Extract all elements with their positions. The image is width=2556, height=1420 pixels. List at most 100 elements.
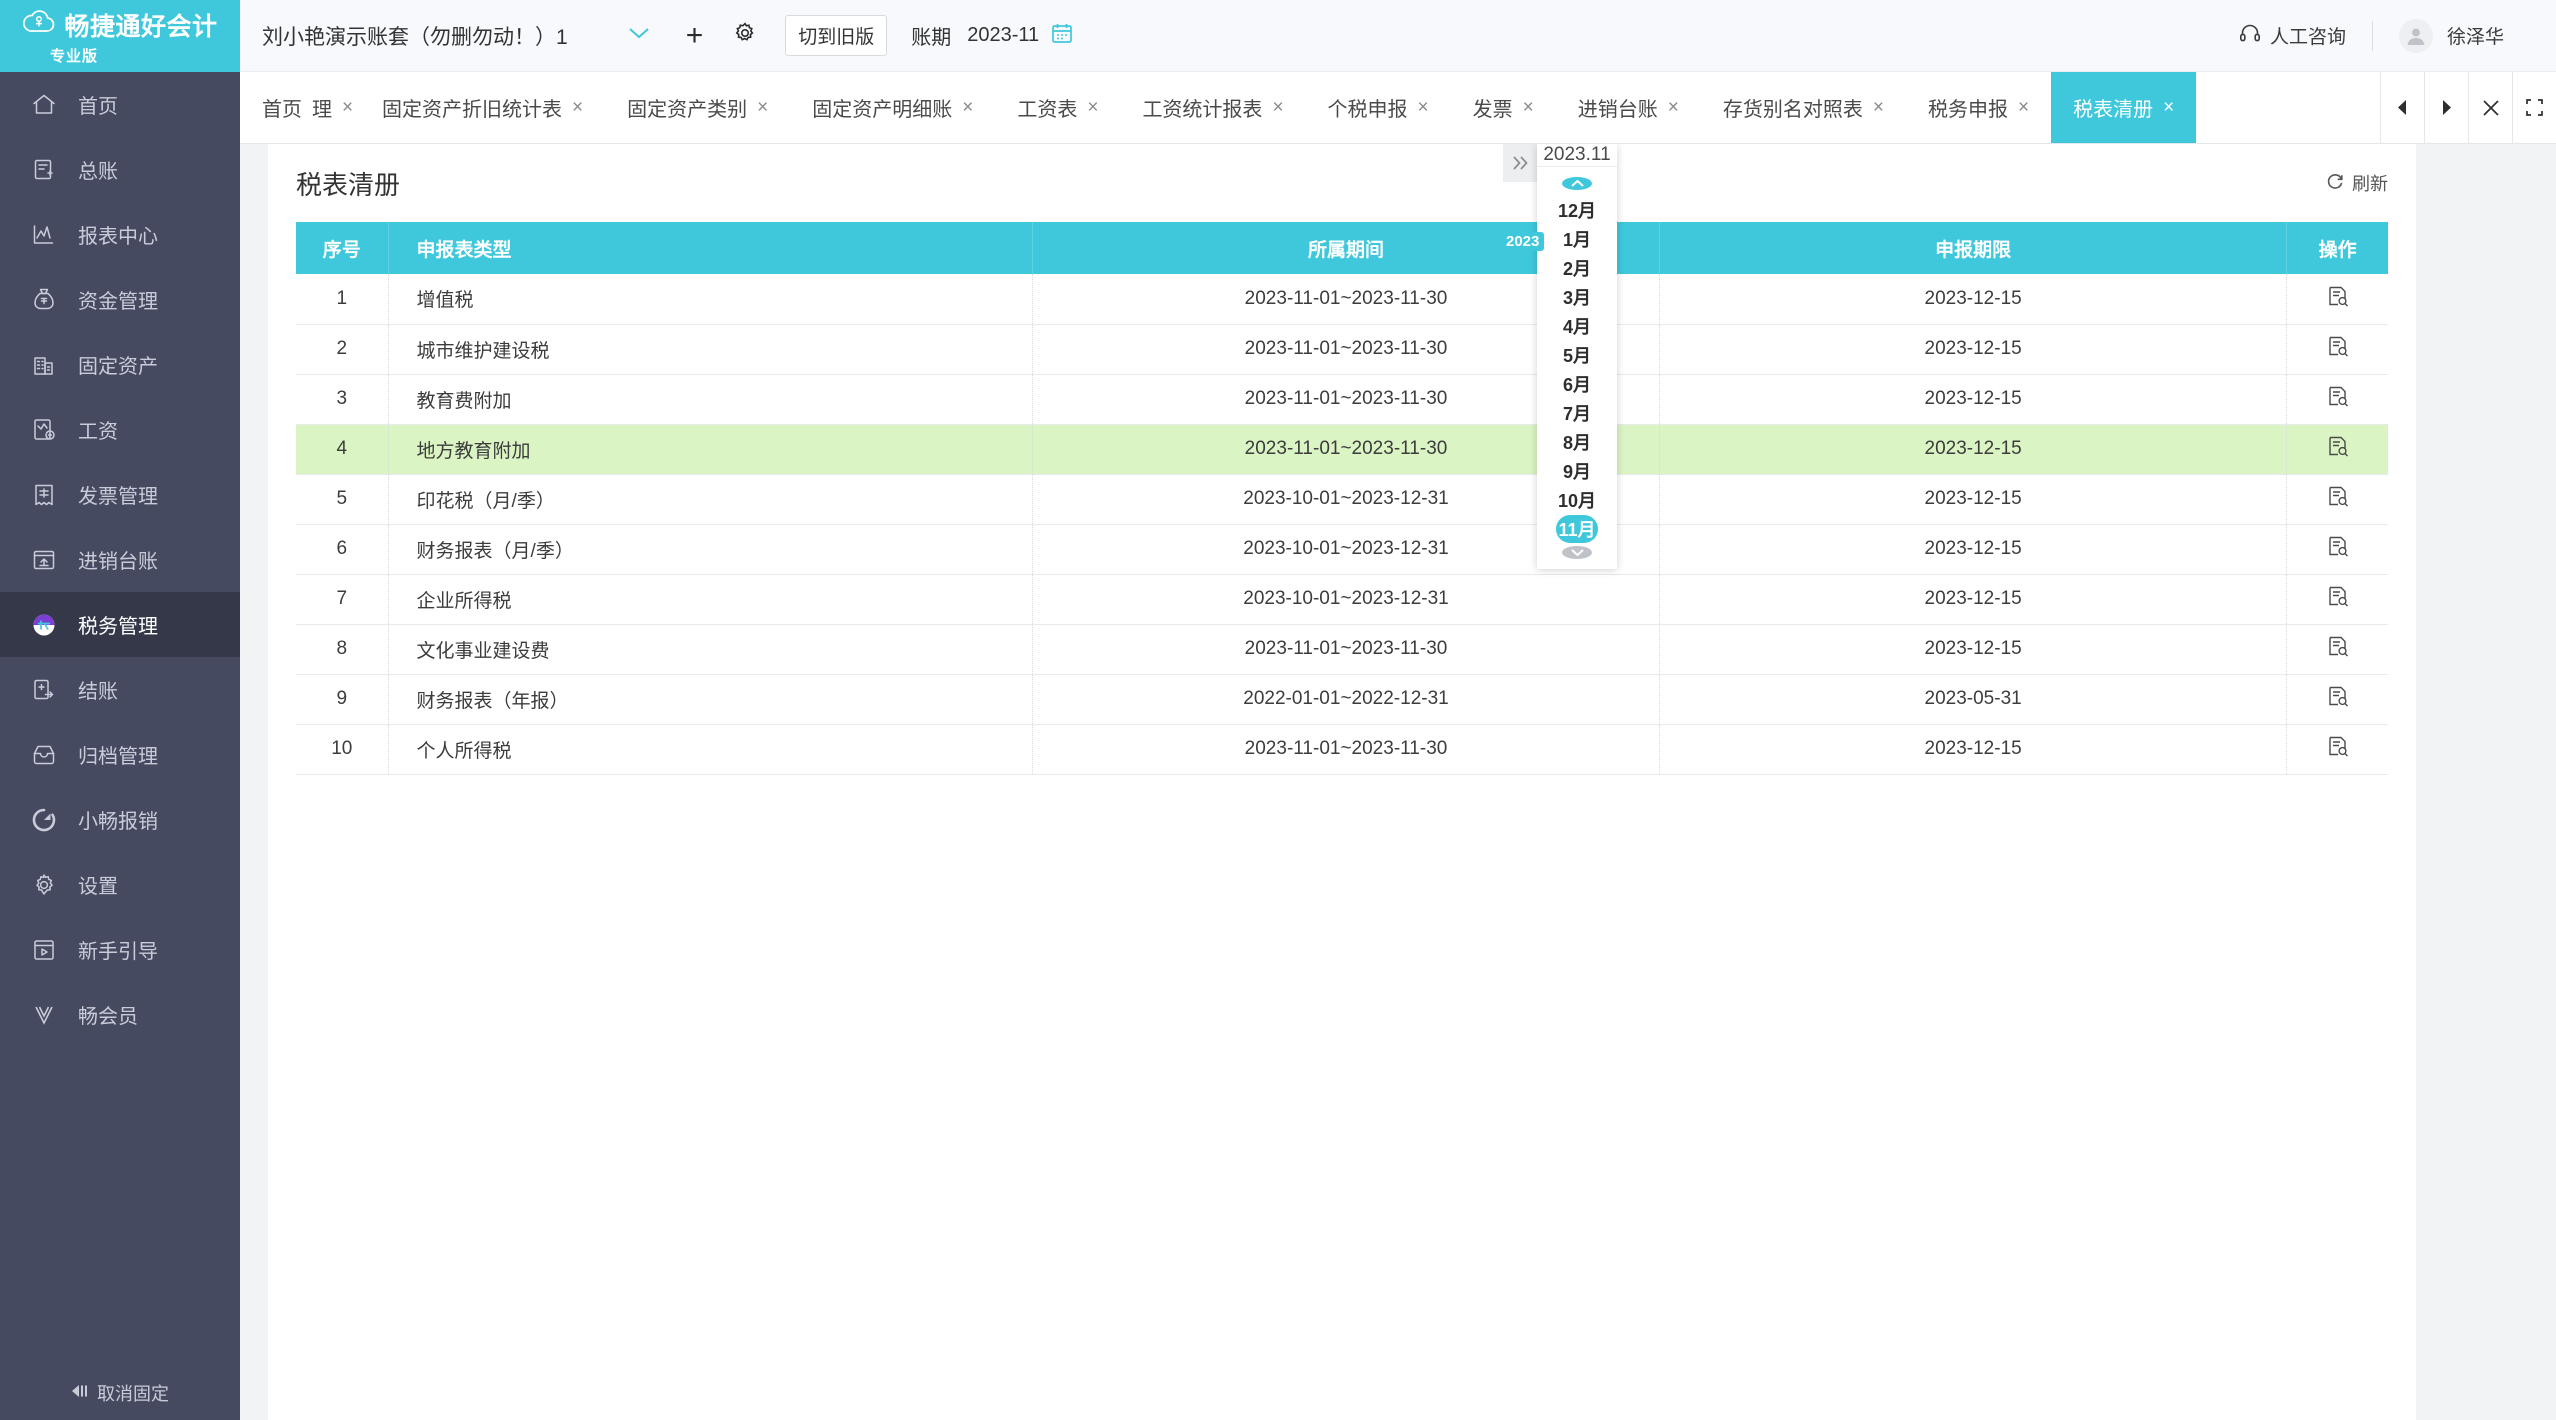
sidebar-item-7[interactable]: 进销台账 bbox=[0, 527, 240, 592]
chevron-down-icon[interactable] bbox=[628, 26, 650, 45]
sidebar-item-12[interactable]: 设置 bbox=[0, 852, 240, 917]
datepicker-current-value[interactable]: 2023.11 bbox=[1537, 144, 1617, 167]
sidebar-item-label: 小畅报销 bbox=[78, 811, 158, 833]
sidebar-item-6[interactable]: 发票管理 bbox=[0, 462, 240, 527]
view-detail-icon[interactable] bbox=[2327, 285, 2349, 307]
sidebar-item-10[interactable]: 归档管理 bbox=[0, 722, 240, 787]
table-row[interactable]: 10 个人所得税 2023-11-01~2023-11-30 2023-12-15 bbox=[296, 724, 2388, 775]
close-all-tabs-button[interactable] bbox=[2468, 72, 2512, 143]
close-icon[interactable]: × bbox=[757, 96, 769, 118]
month-option-9[interactable]: 9月 bbox=[1562, 462, 1591, 482]
tab-2[interactable]: 固定资产折旧统计表 × bbox=[360, 72, 605, 143]
datepicker-collapse-handle[interactable] bbox=[1503, 144, 1537, 182]
view-detail-icon[interactable] bbox=[2327, 485, 2349, 507]
period-value[interactable]: 2023-11 bbox=[967, 24, 1040, 46]
month-option-7[interactable]: 7月 bbox=[1562, 404, 1591, 424]
close-icon[interactable]: × bbox=[962, 96, 974, 118]
refresh-button[interactable]: 刷新 bbox=[2326, 170, 2388, 196]
view-detail-icon[interactable] bbox=[2327, 435, 2349, 457]
tab-11[interactable]: 税务申报 × bbox=[1906, 72, 2051, 143]
month-option-6[interactable]: 6月 bbox=[1562, 375, 1591, 395]
sidebar-item-5[interactable]: 工资 bbox=[0, 397, 240, 462]
close-icon[interactable]: × bbox=[572, 96, 584, 118]
tab-0[interactable]: 首页 bbox=[240, 72, 308, 143]
table-row[interactable]: 2 城市维护建设税 2023-11-01~2023-11-30 2023-12-15 bbox=[296, 324, 2388, 375]
view-detail-icon[interactable] bbox=[2327, 735, 2349, 757]
sidebar-item-3[interactable]: 资金管理 bbox=[0, 267, 240, 332]
chevron-up-icon[interactable] bbox=[1562, 177, 1592, 190]
cell-deadline: 2023-12-15 bbox=[1659, 474, 2288, 525]
close-icon[interactable]: × bbox=[2017, 96, 2030, 118]
sidebar-item-0[interactable]: 首页 bbox=[0, 72, 240, 137]
month-option-4[interactable]: 4月 bbox=[1562, 317, 1591, 337]
tab-4[interactable]: 固定资产明细账 × bbox=[790, 72, 995, 143]
tab-scroll-right-button[interactable] bbox=[2424, 72, 2468, 143]
month-option-2[interactable]: 2月 bbox=[1562, 259, 1591, 279]
account-set-name[interactable]: 刘小艳演示账套（勿删勿动！）1 bbox=[262, 25, 568, 49]
table-row[interactable]: 9 财务报表（年报） 2022-01-01~2022-12-31 2023-05-31 bbox=[296, 674, 2388, 725]
month-option-8[interactable]: 8月 bbox=[1562, 433, 1591, 453]
tab-label: 工资表 bbox=[1017, 99, 1078, 121]
tab-label: 首页 bbox=[262, 99, 302, 121]
view-detail-icon[interactable] bbox=[2327, 535, 2349, 557]
table-row[interactable]: 1 增值税 2023-11-01~2023-11-30 2023-12-15 bbox=[296, 274, 2388, 325]
month-option-0[interactable]: 12月 bbox=[1557, 201, 1597, 221]
sidebar-item-13[interactable]: 新手引导 bbox=[0, 917, 240, 982]
cell-type: 地方教育附加 bbox=[388, 424, 1033, 475]
month-option-1[interactable]: 1月 bbox=[1562, 230, 1591, 250]
close-icon[interactable]: × bbox=[342, 96, 354, 118]
close-icon[interactable]: × bbox=[1522, 96, 1534, 118]
tab-6[interactable]: 工资统计报表 × bbox=[1120, 72, 1305, 143]
table-row[interactable]: 8 文化事业建设费 2023-11-01~2023-11-30 2023-12-15 bbox=[296, 624, 2388, 675]
user-name[interactable]: 徐泽华 bbox=[2446, 27, 2504, 48]
close-icon[interactable]: × bbox=[1417, 96, 1429, 118]
plus-icon[interactable]: + bbox=[685, 18, 704, 52]
human-support-button[interactable]: 人工咨询 bbox=[2239, 22, 2346, 50]
close-icon[interactable]: × bbox=[1872, 96, 1884, 118]
sidebar-item-1[interactable]: 总账 bbox=[0, 137, 240, 202]
close-icon[interactable]: × bbox=[1272, 96, 1284, 118]
close-icon[interactable]: × bbox=[2163, 96, 2175, 118]
table-row[interactable]: 4 地方教育附加 2023-11-01~2023-11-30 2023-12-15 bbox=[296, 424, 2388, 475]
view-detail-icon[interactable] bbox=[2327, 635, 2349, 657]
view-detail-icon[interactable] bbox=[2327, 685, 2349, 707]
month-option-11[interactable]: 11月 bbox=[1556, 515, 1598, 543]
tab-3[interactable]: 固定资产类别 × bbox=[605, 72, 790, 143]
close-icon[interactable]: × bbox=[1667, 96, 1679, 118]
tab-7[interactable]: 个税申报 × bbox=[1306, 72, 1451, 143]
calendar-icon[interactable] bbox=[1051, 22, 1073, 49]
view-detail-icon[interactable] bbox=[2327, 385, 2349, 407]
col-type: 申报表类型 bbox=[388, 222, 1033, 274]
sidebar-item-11[interactable]: 小畅报销 bbox=[0, 787, 240, 852]
table-row[interactable]: 7 企业所得税 2023-10-01~2023-12-31 2023-12-15 bbox=[296, 574, 2388, 625]
sidebar-item-9[interactable]: 结账 bbox=[0, 657, 240, 722]
tab-8[interactable]: 发票 × bbox=[1451, 72, 1556, 143]
sidebar-item-14[interactable]: 畅会员 bbox=[0, 982, 240, 1047]
gear-icon[interactable] bbox=[733, 21, 757, 50]
chevron-down-icon[interactable] bbox=[1562, 546, 1592, 559]
table-row[interactable]: 6 财务报表（月/季） 2023-10-01~2023-12-31 2023-12-1… bbox=[296, 524, 2388, 575]
view-detail-icon[interactable] bbox=[2327, 335, 2349, 357]
cell-action bbox=[2286, 524, 2388, 575]
tab-9[interactable]: 进销台账 × bbox=[1556, 72, 1701, 143]
tab-1[interactable]: 理 × bbox=[308, 72, 360, 143]
table-row[interactable]: 3 教育费附加 2023-11-01~2023-11-30 2023-12-15 bbox=[296, 374, 2388, 425]
switch-old-version-button[interactable]: 切到旧版 bbox=[785, 15, 888, 56]
sidebar-collapse-toggle[interactable]: 取消固定 bbox=[0, 1380, 240, 1406]
sidebar-item-4[interactable]: 固定资产 bbox=[0, 332, 240, 397]
tab-scroll-left-button[interactable] bbox=[2380, 72, 2424, 143]
tab-12[interactable]: 税表清册 × bbox=[2051, 72, 2197, 143]
fullscreen-icon[interactable] bbox=[2512, 72, 2556, 143]
avatar[interactable] bbox=[2398, 18, 2433, 53]
tab-5[interactable]: 工资表 × bbox=[995, 72, 1120, 143]
table-row[interactable]: 5 印花税（月/季） 2023-10-01~2023-12-31 2023-12-15 bbox=[296, 474, 2388, 525]
sidebar-item-label: 发票管理 bbox=[78, 486, 158, 508]
month-option-5[interactable]: 5月 bbox=[1562, 346, 1591, 366]
sidebar-item-2[interactable]: 报表中心 bbox=[0, 202, 240, 267]
close-icon[interactable]: × bbox=[1087, 96, 1099, 118]
month-option-3[interactable]: 3月 bbox=[1562, 288, 1591, 308]
sidebar-item-8[interactable]: 税务管理 bbox=[0, 592, 240, 657]
view-detail-icon[interactable] bbox=[2327, 585, 2349, 607]
tab-10[interactable]: 存货别名对照表 × bbox=[1701, 72, 1906, 143]
month-option-10[interactable]: 10月 bbox=[1557, 491, 1597, 511]
